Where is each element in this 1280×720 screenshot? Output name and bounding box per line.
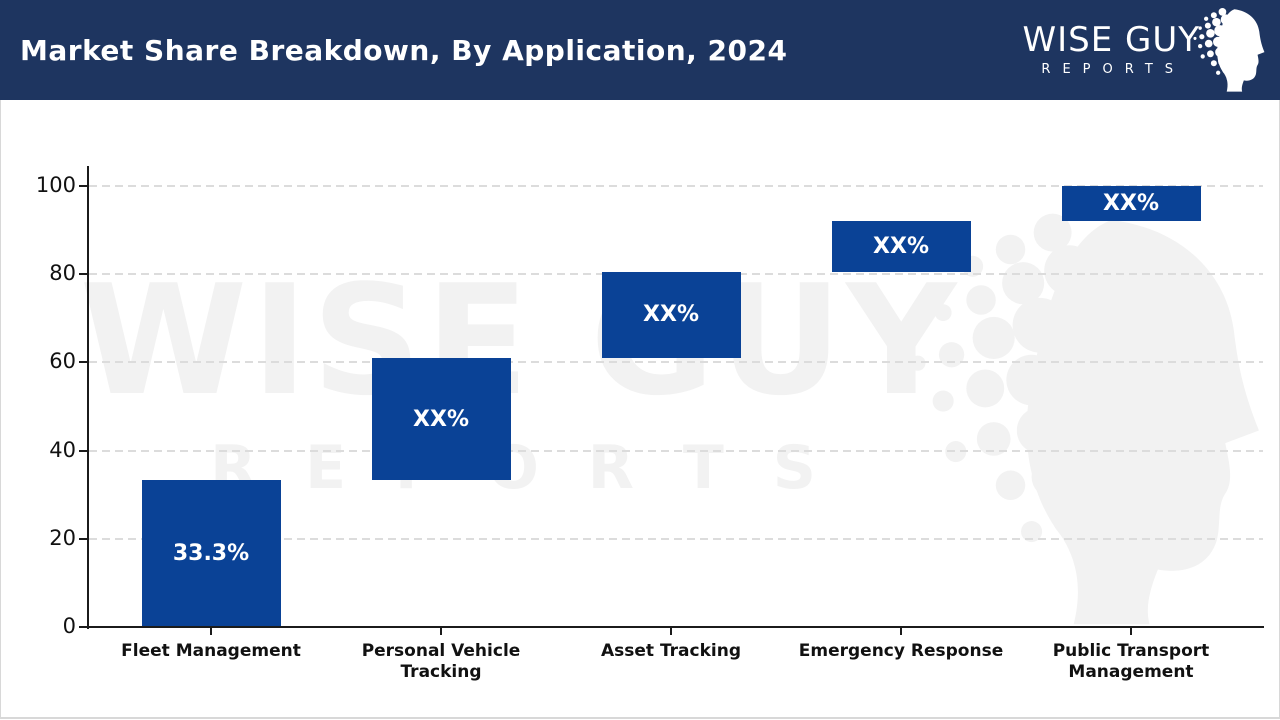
bar-value-label: XX% bbox=[1103, 191, 1159, 217]
y-tick-mark bbox=[79, 449, 88, 452]
waterfall-chart: WISE GUY R E P O R T S 0 20 40 60 80 100 33.3%… bbox=[0, 100, 1280, 720]
x-tick-mark bbox=[440, 628, 442, 635]
y-axis-line bbox=[87, 166, 89, 629]
gridline bbox=[89, 537, 1263, 540]
y-tick-label: 60 bbox=[49, 349, 76, 374]
y-tick-label: 80 bbox=[49, 261, 76, 286]
logo-tagline: REPORTS bbox=[1041, 62, 1186, 77]
page-title: Market Share Breakdown, By Application, … bbox=[20, 33, 788, 67]
y-tick-mark bbox=[79, 537, 88, 540]
page-border-left bbox=[0, 100, 1, 718]
x-tick-mark bbox=[900, 628, 902, 635]
y-tick-label: 20 bbox=[49, 525, 76, 550]
y-tick-mark bbox=[79, 361, 88, 364]
bar: XX% bbox=[371, 357, 511, 481]
y-tick-label: 100 bbox=[35, 173, 76, 197]
x-tick-mark bbox=[670, 628, 672, 635]
bar-value-label: XX% bbox=[643, 302, 699, 328]
x-tick-mark bbox=[1130, 628, 1132, 635]
logo-text: WISE GUY REPORTS bbox=[1022, 23, 1200, 77]
bar-value-label: XX% bbox=[413, 406, 469, 432]
logo-name: WISE GUY bbox=[1022, 20, 1200, 60]
x-tick-mark bbox=[210, 628, 212, 635]
y-tick-mark bbox=[79, 626, 88, 628]
bar: XX% bbox=[601, 271, 741, 358]
y-tick-mark bbox=[79, 273, 88, 276]
x-axis-category-label: Emergency Response bbox=[798, 641, 1004, 661]
watermark-tagline: R E P O R T S bbox=[210, 433, 830, 503]
x-axis-category-label: Asset Tracking bbox=[600, 641, 742, 661]
x-axis-category-label: Personal Vehicle Tracking bbox=[361, 641, 521, 682]
wise-guy-logo: WISE GUY REPORTS bbox=[1022, 5, 1270, 95]
x-axis-category-label: Fleet Management bbox=[121, 641, 301, 661]
watermark-name: WISE GUY bbox=[79, 252, 961, 429]
header-bar: Market Share Breakdown, By Application, … bbox=[0, 0, 1280, 100]
page-border-bottom bbox=[0, 717, 1280, 719]
bar: 33.3% bbox=[141, 480, 281, 627]
bar-value-label: 33.3% bbox=[172, 541, 250, 567]
x-axis-line bbox=[86, 626, 1264, 628]
y-tick-mark bbox=[79, 185, 88, 187]
y-tick-label: 0 bbox=[62, 614, 76, 638]
y-tick-label: 40 bbox=[49, 437, 76, 462]
gridline bbox=[89, 185, 1263, 187]
bar: XX% bbox=[831, 221, 971, 272]
gridline bbox=[89, 449, 1263, 452]
gridline bbox=[89, 361, 1263, 364]
x-axis-category-label: Public Transport Management bbox=[1052, 641, 1210, 682]
bar: XX% bbox=[1061, 186, 1201, 222]
bar-value-label: XX% bbox=[873, 234, 929, 260]
